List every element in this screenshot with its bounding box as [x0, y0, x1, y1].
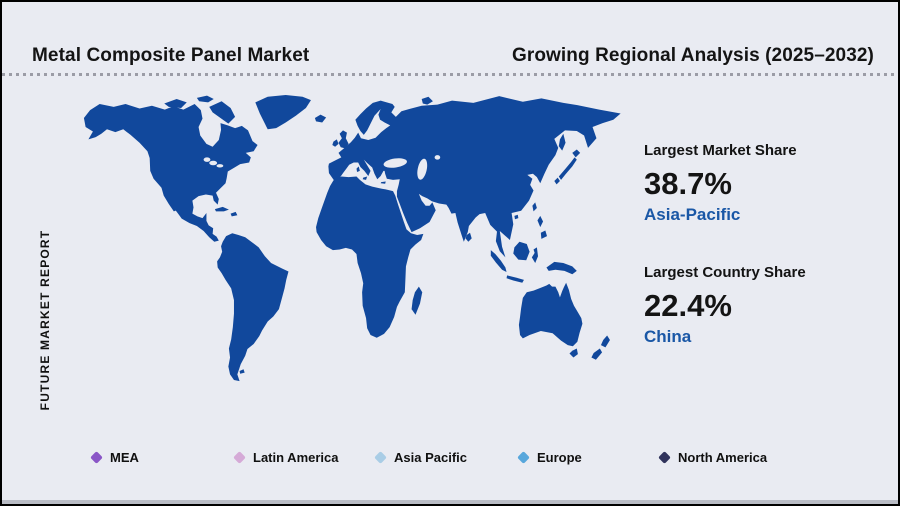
legend-label: Europe — [537, 450, 582, 465]
stat-label: Largest Country Share — [644, 264, 806, 281]
legend-marker-icon — [658, 451, 671, 464]
legend-label: Asia Pacific — [394, 450, 467, 465]
legend-item-mea: MEA — [90, 450, 139, 465]
page-title: Metal Composite Panel Market — [32, 45, 310, 66]
page-subtitle: Growing Regional Analysis (2025–2032) — [511, 45, 874, 66]
stat-value: 22.4% — [644, 288, 732, 323]
stat-label: Largest Market Share — [644, 142, 797, 159]
legend-marker-icon — [517, 451, 530, 464]
world-landmass — [83, 95, 621, 382]
legend-item-latin-america: Latin America — [233, 450, 339, 465]
bottom-shade — [2, 500, 898, 504]
legend-label: North America — [678, 450, 768, 465]
inland-seas — [203, 155, 441, 180]
legend-label: Latin America — [253, 450, 339, 465]
stat-largest-country-share: Largest Country Share 22.4% China — [644, 264, 884, 347]
brand-watermark: FUTURE MARKET REPORT — [38, 229, 52, 411]
stat-value: 38.7% — [644, 166, 732, 201]
stat-region: China — [644, 326, 692, 346]
legend-item-north-america: North America — [658, 450, 768, 465]
legend-item-europe: Europe — [517, 450, 582, 465]
dotted-divider — [2, 73, 898, 76]
legend-label: MEA — [110, 450, 139, 465]
stat-region: Asia-Pacific — [644, 204, 741, 224]
legend-marker-icon — [374, 451, 387, 464]
legend-marker-icon — [90, 451, 103, 464]
stat-largest-market-share: Largest Market Share 38.7% Asia-Pacific — [644, 142, 884, 225]
legend-marker-icon — [233, 451, 246, 464]
world-map — [62, 94, 624, 404]
legend-item-asia-pacific: Asia Pacific — [374, 450, 467, 465]
